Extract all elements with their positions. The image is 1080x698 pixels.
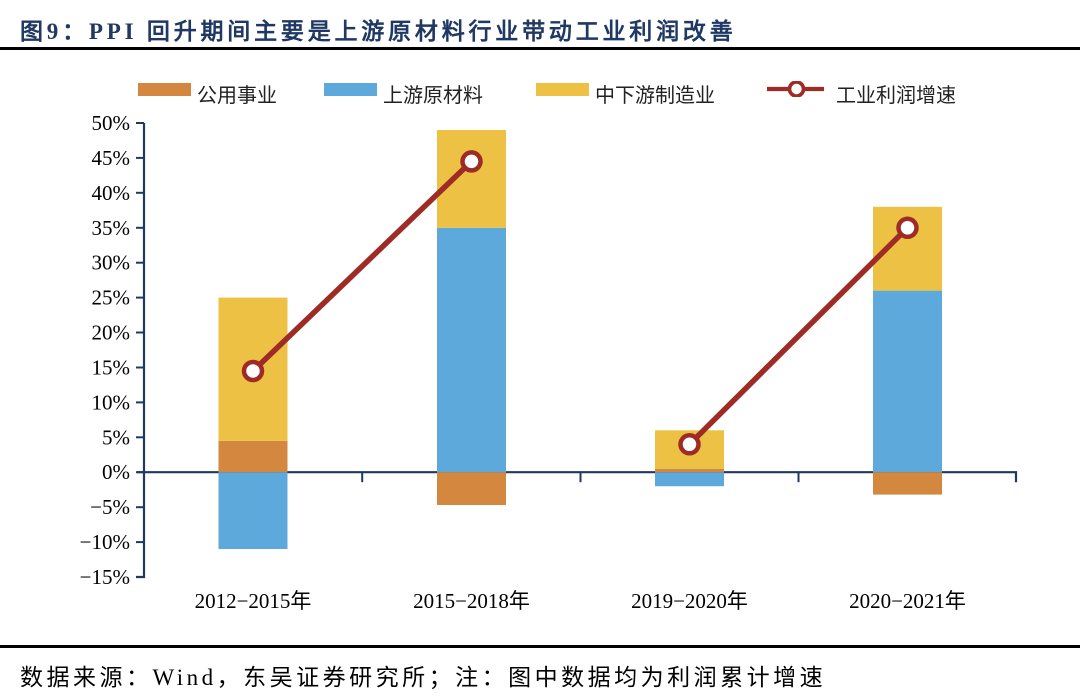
svg-text:50%: 50% <box>92 111 131 135</box>
svg-text:30%: 30% <box>92 251 131 275</box>
svg-text:10%: 10% <box>92 390 131 414</box>
svg-text:−15%: −15% <box>80 565 130 589</box>
svg-text:20%: 20% <box>92 321 131 345</box>
svg-text:40%: 40% <box>92 181 131 205</box>
svg-text:−10%: −10% <box>80 530 130 554</box>
svg-text:2012−2015年: 2012−2015年 <box>195 589 312 610</box>
svg-text:−5%: −5% <box>90 495 130 519</box>
svg-text:2019−2020年: 2019−2020年 <box>631 589 748 610</box>
svg-text:0%: 0% <box>102 460 130 484</box>
svg-text:5%: 5% <box>102 425 130 449</box>
svg-text:15%: 15% <box>92 356 131 380</box>
svg-text:35%: 35% <box>92 216 131 240</box>
svg-text:25%: 25% <box>92 286 131 310</box>
svg-text:2020−2021年: 2020−2021年 <box>849 589 966 610</box>
svg-text:45%: 45% <box>92 146 131 170</box>
svg-text:2015−2018年: 2015−2018年 <box>413 589 530 610</box>
